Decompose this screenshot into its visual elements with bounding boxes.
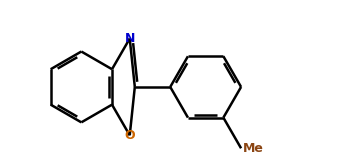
Text: O: O [125, 129, 135, 142]
Text: N: N [125, 32, 135, 45]
Text: Me: Me [243, 142, 264, 155]
